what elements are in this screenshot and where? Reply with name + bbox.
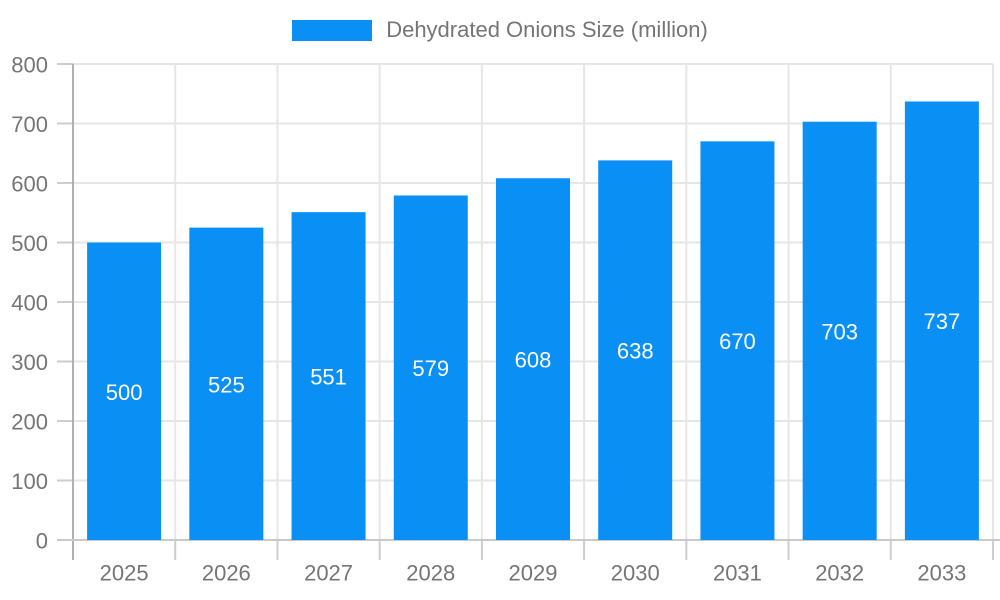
x-axis-label-2031: 2031	[713, 561, 762, 586]
y-axis-label-400: 400	[11, 291, 48, 316]
bar-2033	[904, 101, 979, 541]
x-axis-label-2030: 2030	[611, 561, 660, 586]
x-axis-label-2027: 2027	[304, 561, 353, 586]
x-axis-label-2025: 2025	[100, 561, 149, 586]
x-axis-label-2033: 2033	[917, 561, 966, 586]
x-axis-label-2026: 2026	[202, 561, 251, 586]
y-axis-label-200: 200	[11, 410, 48, 435]
y-axis-label-100: 100	[11, 469, 48, 494]
y-axis-label-800: 800	[11, 53, 48, 78]
bar-value-label-2028: 579	[412, 356, 449, 381]
bar-2030	[598, 160, 673, 540]
bar-value-label-2026: 525	[208, 372, 245, 397]
x-axis-label-2032: 2032	[815, 561, 864, 586]
bar-value-label-2030: 638	[617, 339, 654, 364]
legend-label: Dehydrated Onions Size (million)	[386, 17, 708, 42]
bar-2032	[802, 121, 877, 540]
x-axis-label-2028: 2028	[406, 561, 455, 586]
y-axis-label-0: 0	[36, 529, 48, 554]
y-axis-label-700: 700	[11, 112, 48, 137]
x-axis-label-2029: 2029	[509, 561, 558, 586]
y-axis-label-500: 500	[11, 231, 48, 256]
y-axis-label-300: 300	[11, 350, 48, 375]
bar-2029	[496, 178, 570, 541]
bar-value-label-2029: 608	[515, 348, 552, 373]
legend-swatch	[292, 19, 373, 41]
y-axis-label-600: 600	[11, 172, 48, 197]
bar-value-label-2033: 737	[924, 309, 961, 334]
bar-value-label-2025: 500	[106, 380, 143, 405]
bar-2028	[393, 195, 468, 540]
bar-value-label-2027: 551	[310, 365, 347, 390]
bar-2025	[87, 242, 162, 540]
bar-2031	[700, 141, 775, 540]
legend: Dehydrated Onions Size (million)	[0, 17, 1000, 42]
bar-2026	[189, 227, 264, 540]
bar-value-label-2032: 703	[821, 319, 858, 344]
bar-2027	[291, 212, 366, 540]
bar-value-label-2031: 670	[719, 329, 756, 354]
